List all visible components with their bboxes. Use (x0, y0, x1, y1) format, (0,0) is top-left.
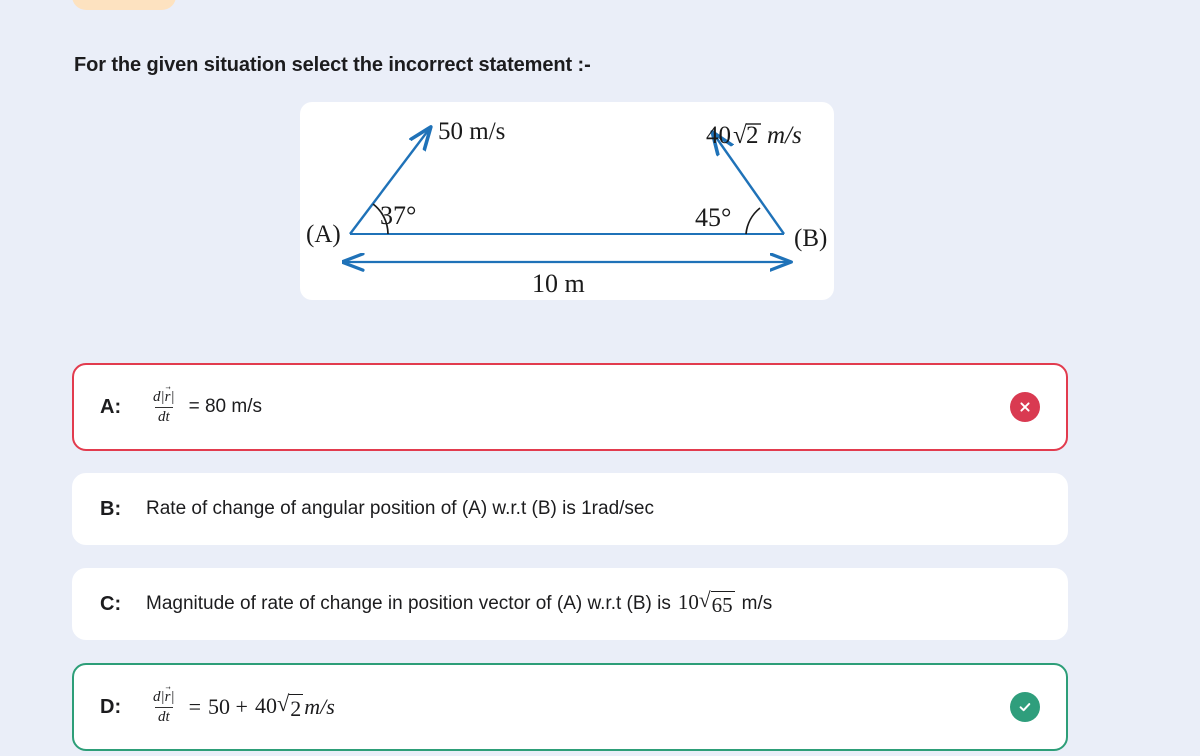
sqrt-radicand-c: 65 (710, 591, 735, 617)
derivative-fraction-d: d|r| dt (150, 689, 178, 726)
option-d[interactable]: D: d|r| dt = 50 + 40 √ 2 m/s (72, 663, 1068, 751)
angle-arc-b (745, 207, 761, 235)
sqrt-expression-c: 10 √ 65 (677, 588, 735, 618)
option-d-body: d|r| dt = 50 + 40 √ 2 m/s (146, 689, 1040, 726)
angle-a-label: 37° (380, 201, 416, 230)
option-b-text: Rate of change of angular position of (A… (146, 498, 654, 519)
fraction-numerator: d|r| (150, 389, 178, 407)
sqrt-coefficient-c: 10 (677, 590, 699, 614)
sqrt-expression-d: 40 √ 2 (254, 690, 304, 722)
option-d-unit: m/s (304, 694, 335, 719)
figure-card: (A) (B) 50 m/s 40 √ 2 m/s 37° 45° 10 m (300, 102, 834, 300)
option-d-term1: 50 + (208, 694, 248, 719)
sqrt-coefficient-d: 40 (254, 692, 277, 718)
check-icon (1010, 692, 1040, 722)
option-a-body: d|r| dt = 80 m/s (146, 389, 1040, 426)
question-text: For the given situation select the incor… (74, 54, 591, 76)
option-a-tail: = 80 m/s (188, 396, 262, 417)
option-d-formula: d|r| dt = 50 + 40 √ 2 m/s (146, 689, 335, 726)
radical-sign: √ (733, 122, 747, 149)
option-a-letter: A: (100, 395, 122, 418)
velocity-b-prefix: 40 (706, 122, 731, 149)
difficulty-badge: MEDIUM (72, 0, 177, 10)
separation-label: 10 m (532, 269, 585, 298)
vector-diagram: (A) (B) 50 m/s 40 √ 2 m/s 37° 45° 10 m (306, 118, 827, 298)
point-a-label: (A) (306, 221, 341, 248)
velocity-b-unit: m/s (767, 122, 802, 149)
option-c-letter: C: (100, 592, 122, 615)
velocity-vector-b (713, 133, 785, 235)
option-b[interactable]: B: Rate of change of angular position of… (72, 473, 1068, 545)
fraction-denominator: dt (154, 406, 173, 426)
velocity-b-root: 2 (746, 122, 759, 149)
option-c-text-before: Magnitude of rate of change in position … (146, 593, 671, 614)
angle-arc-a (372, 203, 389, 235)
angle-b-label: 45° (695, 203, 731, 232)
option-b-letter: B: (100, 497, 122, 520)
velocity-b-label: 40 √ 2 m/s (706, 122, 802, 149)
velocity-a-label: 50 m/s (438, 118, 505, 145)
fraction-numerator-d: d|r| (150, 689, 178, 707)
velocity-vector-a (349, 128, 430, 235)
derivative-fraction: d|r| dt (150, 389, 178, 426)
close-icon (1010, 392, 1040, 422)
option-c-body: Magnitude of rate of change in position … (146, 588, 1040, 618)
option-a[interactable]: A: d|r| dt = 80 m/s (72, 363, 1068, 451)
option-d-letter: D: (100, 695, 122, 718)
radical-sign-d: √ (276, 690, 290, 716)
sqrt-radicand-d: 2 (289, 693, 304, 721)
fraction-denominator-d: dt (154, 706, 173, 726)
radical-sign-c: √ (698, 588, 711, 612)
option-a-formula: d|r| dt = 80 m/s (146, 389, 262, 426)
point-b-label: (B) (794, 225, 827, 252)
option-c[interactable]: C: Magnitude of rate of change in positi… (72, 568, 1068, 640)
option-c-text-after: m/s (741, 593, 773, 614)
equals-sign-d: = (188, 694, 202, 719)
